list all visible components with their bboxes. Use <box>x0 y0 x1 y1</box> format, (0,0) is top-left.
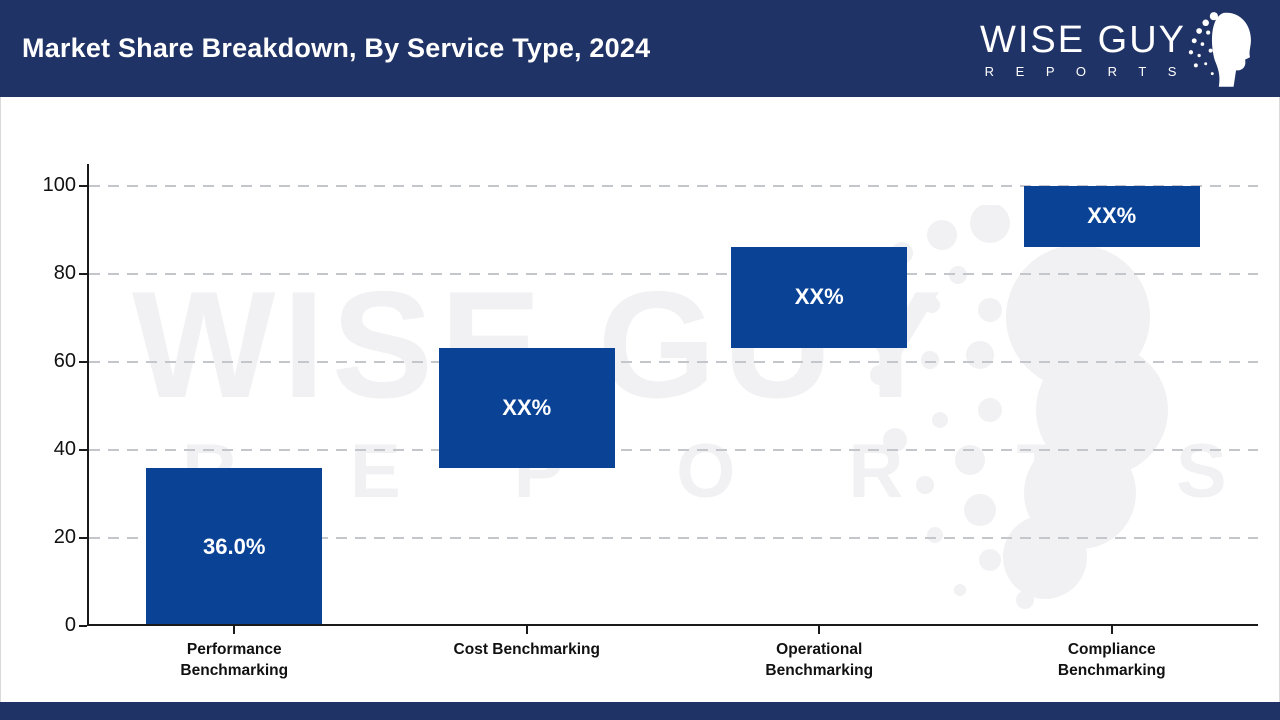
dotted-head-icon <box>1188 12 1251 87</box>
gridline-y-40 <box>89 449 1258 451</box>
waterfall-bar: XX% <box>731 246 908 348</box>
gridline-y-100 <box>89 185 1258 187</box>
page-title: Market Share Breakdown, By Service Type,… <box>22 33 651 63</box>
y-tick-mark <box>79 449 87 451</box>
y-tick-mark <box>79 537 87 539</box>
footer-bar <box>0 702 1280 720</box>
x-category-label: Operational Benchmarking <box>765 641 874 679</box>
y-tick-mark <box>79 185 87 187</box>
y-tick-label: 0 <box>64 614 76 636</box>
logo-wordmark: WISE GUY <box>979 18 1186 61</box>
x-category-label: Compliance Benchmarking <box>1057 641 1166 679</box>
gridline-y-60 <box>89 361 1258 363</box>
y-tick-mark <box>79 625 87 627</box>
waterfall-bar: XX% <box>438 347 615 468</box>
gridline-y-80 <box>89 273 1258 275</box>
y-tick-mark <box>79 273 87 275</box>
header-bar: Market Share Breakdown, By Service Type,… <box>0 0 1280 97</box>
waterfall-bar: 36.0% <box>146 467 323 626</box>
x-tick-mark <box>818 626 821 634</box>
y-tick-label: 80 <box>53 262 76 284</box>
y-tick-label: 100 <box>42 174 76 196</box>
y-tick-label: 60 <box>53 350 76 372</box>
y-axis-line <box>87 164 89 626</box>
waterfall-bar: XX% <box>1023 186 1200 247</box>
plot-area: 0 20 40 60 80 100 36.0% Performance Benchmarkin… <box>0 97 1280 702</box>
x-axis-line <box>87 624 1258 626</box>
y-tick-mark <box>79 361 87 363</box>
x-tick-mark <box>1110 626 1113 634</box>
x-tick-mark <box>233 626 236 634</box>
wise-guy-logo: WISE GUY R E P O R T S <box>980 8 1262 90</box>
logo-subtitle: R E P O R T S <box>984 63 1186 79</box>
x-tick-mark <box>525 626 528 634</box>
gridline-y-20 <box>89 537 1258 539</box>
bar-value-label: XX% <box>1087 203 1137 229</box>
x-category-label: Cost Benchmarking <box>453 641 600 658</box>
y-tick-label: 40 <box>53 438 76 460</box>
logo-text: WISE GUY R E P O R T S <box>980 21 1186 78</box>
bar-value-label: XX% <box>502 394 552 420</box>
y-tick-label: 20 <box>53 526 76 548</box>
bar-value-label: XX% <box>794 284 844 310</box>
bar-value-label: 36.0% <box>203 533 266 559</box>
x-category-label: Performance Benchmarking <box>180 641 289 679</box>
